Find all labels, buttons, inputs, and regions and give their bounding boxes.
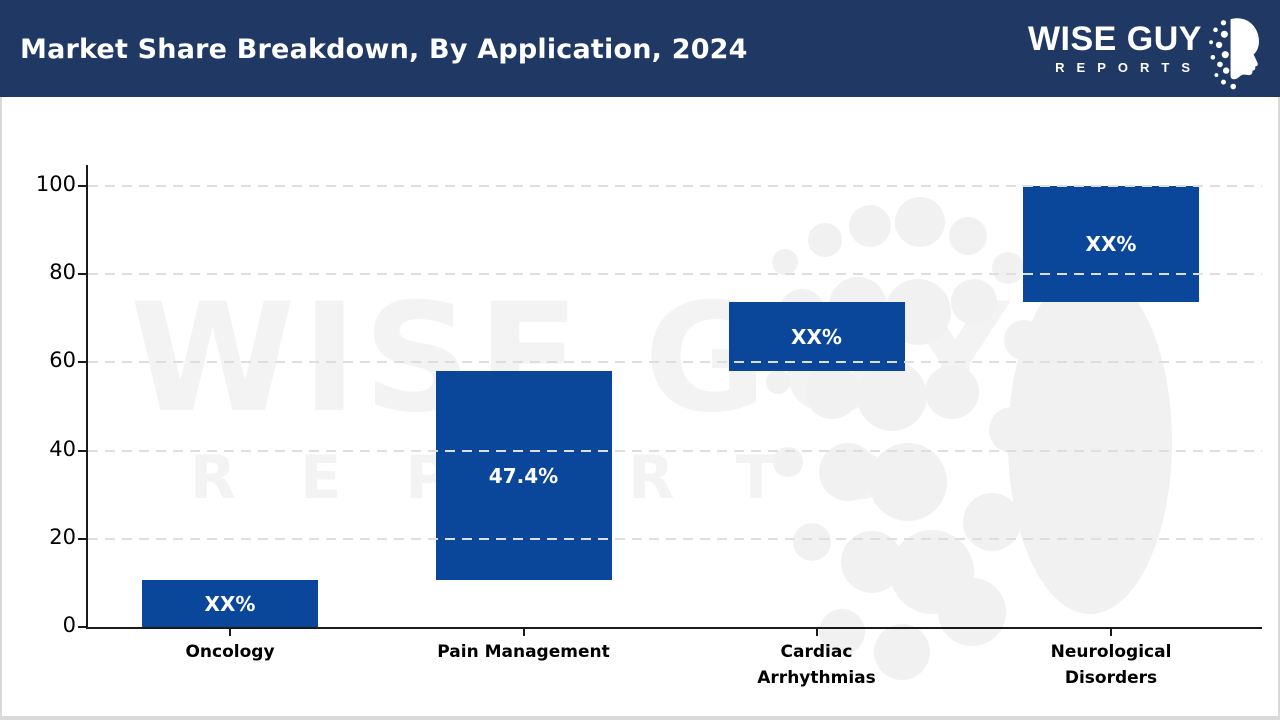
category-label-line: Disorders bbox=[1064, 668, 1158, 688]
chart-title: Market Share Breakdown, By Application, … bbox=[20, 34, 748, 65]
x-axis-line bbox=[86, 627, 1262, 629]
y-tick-mark bbox=[78, 626, 87, 628]
bar-neurological-disorders: XX% bbox=[1023, 186, 1199, 303]
gridline-40 bbox=[88, 449, 1262, 452]
category-label-line: Pain Management bbox=[437, 642, 610, 662]
logo-subtext: REPORTS bbox=[1055, 60, 1202, 75]
category-label-pain-management: Pain Management bbox=[394, 639, 654, 665]
watermark-face-icon bbox=[742, 197, 1172, 680]
category-label-line: Arrhythmias bbox=[757, 668, 876, 688]
y-tick-label-40: 40 bbox=[49, 436, 76, 461]
bottom-border bbox=[0, 716, 1280, 720]
category-label-oncology: Oncology bbox=[100, 639, 360, 665]
category-label-neurological-disorders: Neurological Disorders bbox=[981, 639, 1241, 691]
x-tick-mark bbox=[1110, 629, 1112, 636]
gridline-80 bbox=[88, 273, 1262, 276]
y-tick-label-100: 100 bbox=[35, 172, 76, 196]
y-tick-mark bbox=[78, 273, 87, 276]
wise-guy-logo: WISE GUY REPORTS bbox=[1023, 6, 1268, 92]
y-tick-mark bbox=[78, 537, 87, 540]
y-tick-label-80: 80 bbox=[49, 260, 76, 285]
category-label-cardiac-arrhythmias: Cardiac Arrhythmias bbox=[687, 639, 947, 691]
left-border bbox=[0, 97, 2, 720]
y-tick-mark bbox=[78, 185, 87, 187]
header-bar: Market Share Breakdown, By Application, … bbox=[0, 0, 1280, 97]
x-tick-mark bbox=[522, 629, 525, 636]
y-axis-line bbox=[86, 165, 88, 629]
category-label-line: Oncology bbox=[185, 642, 275, 662]
gridline-20 bbox=[88, 537, 1262, 540]
x-tick-mark bbox=[815, 629, 818, 636]
category-label-line: Cardiac bbox=[780, 642, 853, 662]
y-tick-mark bbox=[78, 449, 87, 452]
bar-pain-management: 47.4% bbox=[435, 371, 612, 581]
y-tick-label-20: 20 bbox=[49, 524, 76, 549]
y-tick-label-60: 60 bbox=[49, 348, 76, 373]
gridline-60 bbox=[88, 361, 1262, 364]
y-tick-mark bbox=[78, 361, 87, 364]
bar-value-label: XX% bbox=[204, 591, 256, 616]
bar-value-label: XX% bbox=[791, 324, 842, 349]
x-tick-mark bbox=[229, 629, 231, 636]
logo-face-icon bbox=[1209, 18, 1259, 90]
bar-value-label: 47.4% bbox=[488, 463, 559, 488]
logo-wordmark: WISE GUY bbox=[1027, 20, 1202, 58]
bar-oncology: XX% bbox=[142, 580, 318, 627]
bar-cardiac-arrhythmias: XX% bbox=[728, 302, 905, 372]
y-tick-label-0: 0 bbox=[62, 613, 76, 637]
right-border bbox=[1278, 97, 1280, 720]
category-label-line: Neurological bbox=[1050, 642, 1172, 662]
gridline-100 bbox=[88, 185, 1262, 187]
bar-value-label: XX% bbox=[1085, 232, 1137, 257]
